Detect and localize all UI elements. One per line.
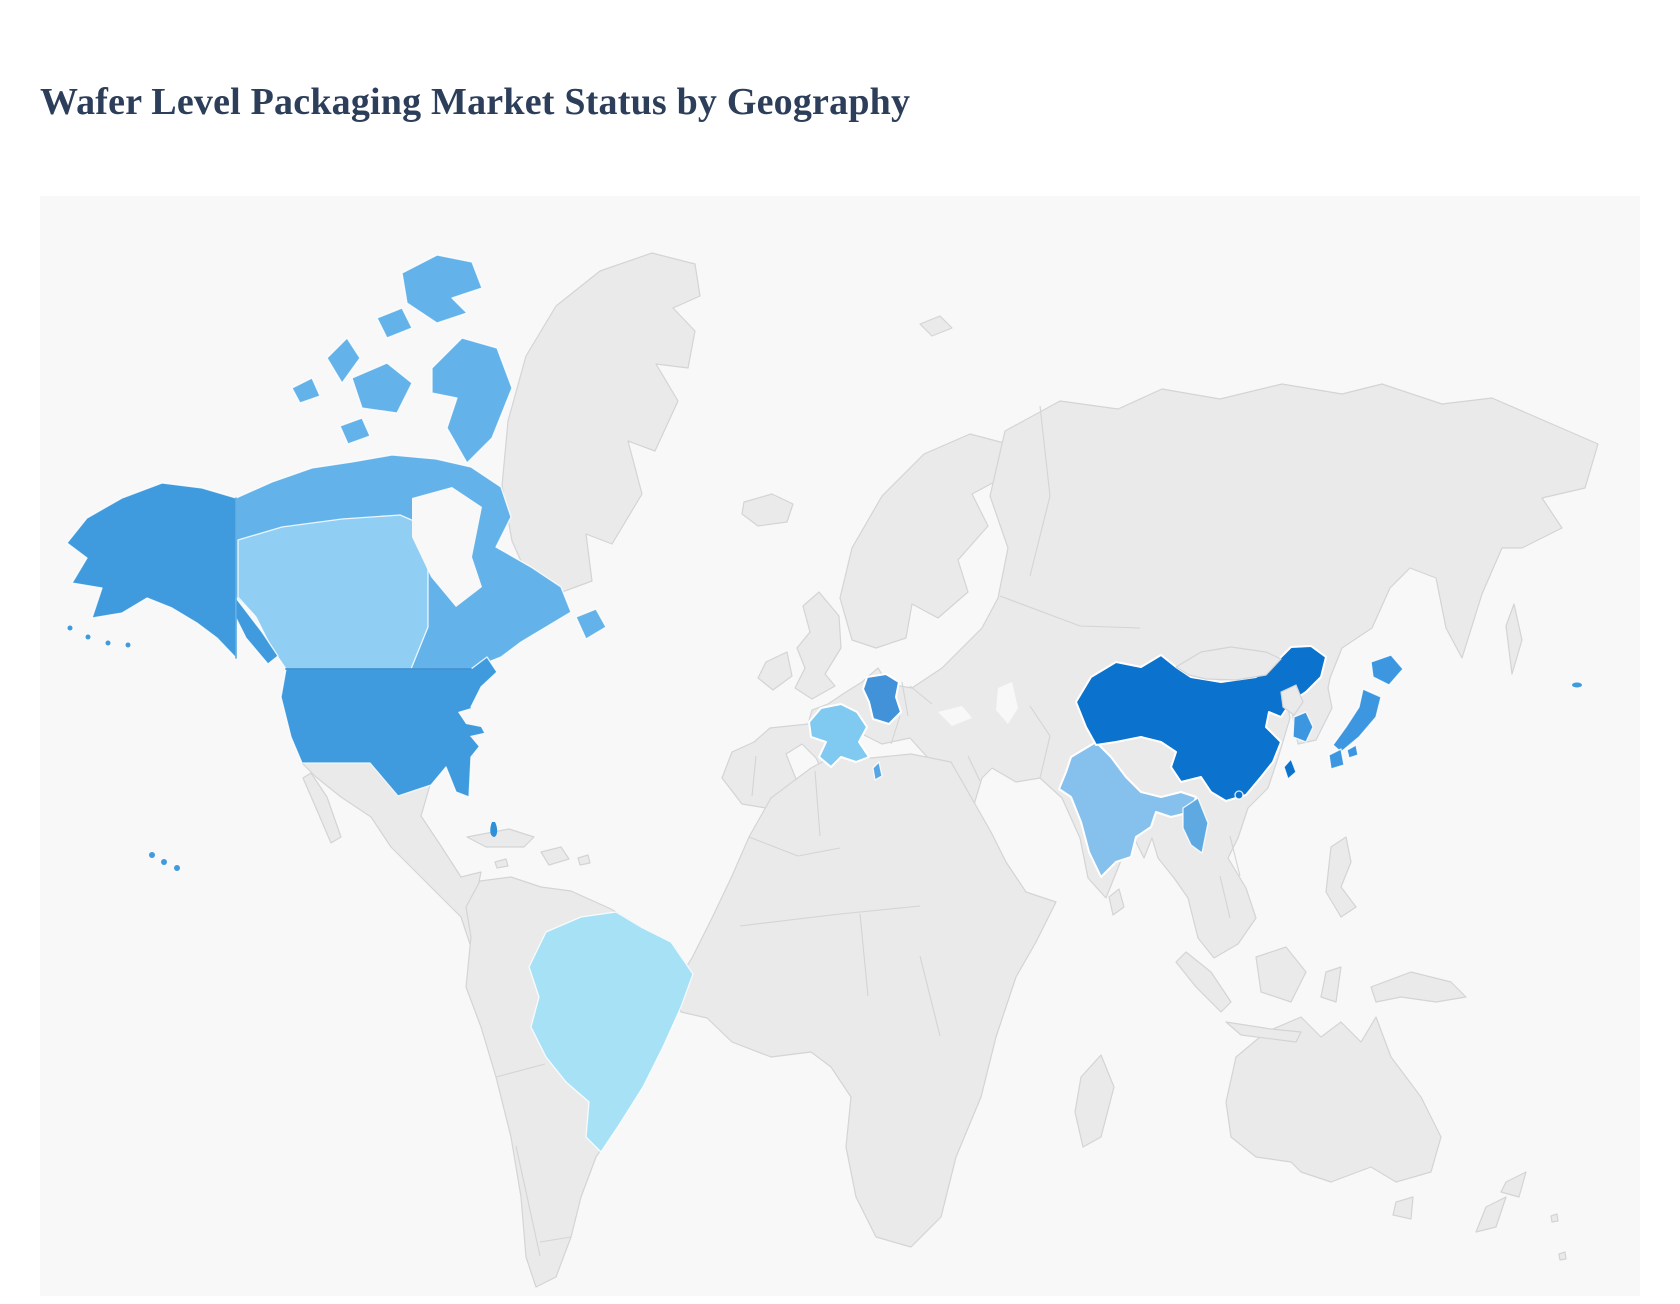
country-australia[interactable] bbox=[1225, 1016, 1442, 1183]
islands-aleutian[interactable] bbox=[67, 625, 131, 648]
region-scandinavia[interactable] bbox=[839, 433, 1009, 649]
island-svalbard[interactable] bbox=[919, 315, 953, 337]
country-mongolia[interactable] bbox=[1175, 646, 1282, 681]
map-panel bbox=[40, 196, 1640, 1296]
black-sea bbox=[938, 706, 972, 726]
region-africa[interactable] bbox=[672, 751, 1057, 1248]
islands-hawaii[interactable] bbox=[149, 852, 180, 871]
country-new-zealand-north[interactable] bbox=[1500, 1171, 1527, 1198]
country-canada-western-mainland[interactable] bbox=[237, 514, 429, 670]
island-newfoundland[interactable] bbox=[575, 608, 607, 640]
island-sakhalin[interactable] bbox=[1505, 603, 1523, 675]
country-new-zealand-south[interactable] bbox=[1475, 1196, 1507, 1233]
country-south-korea[interactable] bbox=[1292, 711, 1314, 743]
island-corsica[interactable] bbox=[872, 761, 883, 781]
great-lake-2 bbox=[470, 732, 496, 748]
island-speck-1 bbox=[1550, 1213, 1559, 1223]
peninsula-baja[interactable] bbox=[302, 772, 342, 844]
island-borneo[interactable] bbox=[1255, 946, 1307, 1003]
caspian-sea bbox=[996, 682, 1018, 724]
island-sumatra[interactable] bbox=[1175, 951, 1232, 1013]
great-lake-1 bbox=[458, 706, 492, 728]
island-victoria[interactable] bbox=[351, 362, 413, 414]
island-jamaica[interactable] bbox=[494, 858, 509, 869]
island-arctic-small-2[interactable] bbox=[339, 417, 371, 445]
country-united-kingdom[interactable] bbox=[794, 591, 842, 700]
st-lawrence-gulf bbox=[501, 622, 561, 667]
island-speck-2 bbox=[1558, 1251, 1567, 1261]
country-sri-lanka[interactable] bbox=[1108, 888, 1125, 916]
island-baffin[interactable] bbox=[431, 337, 513, 464]
island-taiwan[interactable] bbox=[1283, 758, 1297, 780]
country-ireland[interactable] bbox=[757, 651, 793, 691]
island-puerto-rico[interactable] bbox=[577, 854, 591, 866]
country-india[interactable] bbox=[1058, 741, 1197, 878]
country-philippines[interactable] bbox=[1325, 836, 1357, 918]
world-map bbox=[40, 196, 1640, 1296]
country-iceland[interactable] bbox=[741, 493, 794, 527]
island-arctic-small-1[interactable] bbox=[291, 377, 321, 404]
island-hokkaido[interactable] bbox=[1370, 654, 1404, 686]
island-shikoku[interactable] bbox=[1346, 744, 1359, 759]
island-sulawesi[interactable] bbox=[1320, 966, 1342, 1003]
island-highlight-caribbean[interactable] bbox=[490, 822, 498, 837]
country-cuba[interactable] bbox=[466, 828, 535, 848]
island-banks[interactable] bbox=[326, 337, 361, 384]
country-france[interactable] bbox=[808, 703, 870, 768]
island-hispaniola[interactable] bbox=[540, 846, 570, 866]
page-title: Wafer Level Packaging Market Status by G… bbox=[40, 81, 911, 123]
island-tasmania[interactable] bbox=[1392, 1196, 1414, 1220]
internal-borders bbox=[495, 405, 1241, 1257]
island-ellesmere[interactable] bbox=[401, 254, 483, 324]
country-madagascar[interactable] bbox=[1074, 1054, 1115, 1148]
island-hainan[interactable] bbox=[1234, 790, 1244, 800]
country-brazil[interactable] bbox=[528, 911, 694, 1153]
country-north-korea[interactable] bbox=[1280, 684, 1304, 716]
state-alaska[interactable] bbox=[66, 482, 237, 659]
island-kyushu[interactable] bbox=[1328, 748, 1345, 770]
country-greenland[interactable] bbox=[501, 252, 701, 593]
country-germany[interactable] bbox=[862, 673, 902, 725]
hudson-bay bbox=[412, 487, 482, 607]
country-usa-contiguous[interactable] bbox=[280, 656, 498, 798]
island-new-guinea[interactable] bbox=[1370, 971, 1467, 1003]
island-java[interactable] bbox=[1225, 1021, 1302, 1043]
island-attu[interactable] bbox=[1572, 682, 1582, 688]
region-india-northeast[interactable] bbox=[1182, 797, 1209, 854]
island-devon[interactable] bbox=[376, 307, 413, 339]
